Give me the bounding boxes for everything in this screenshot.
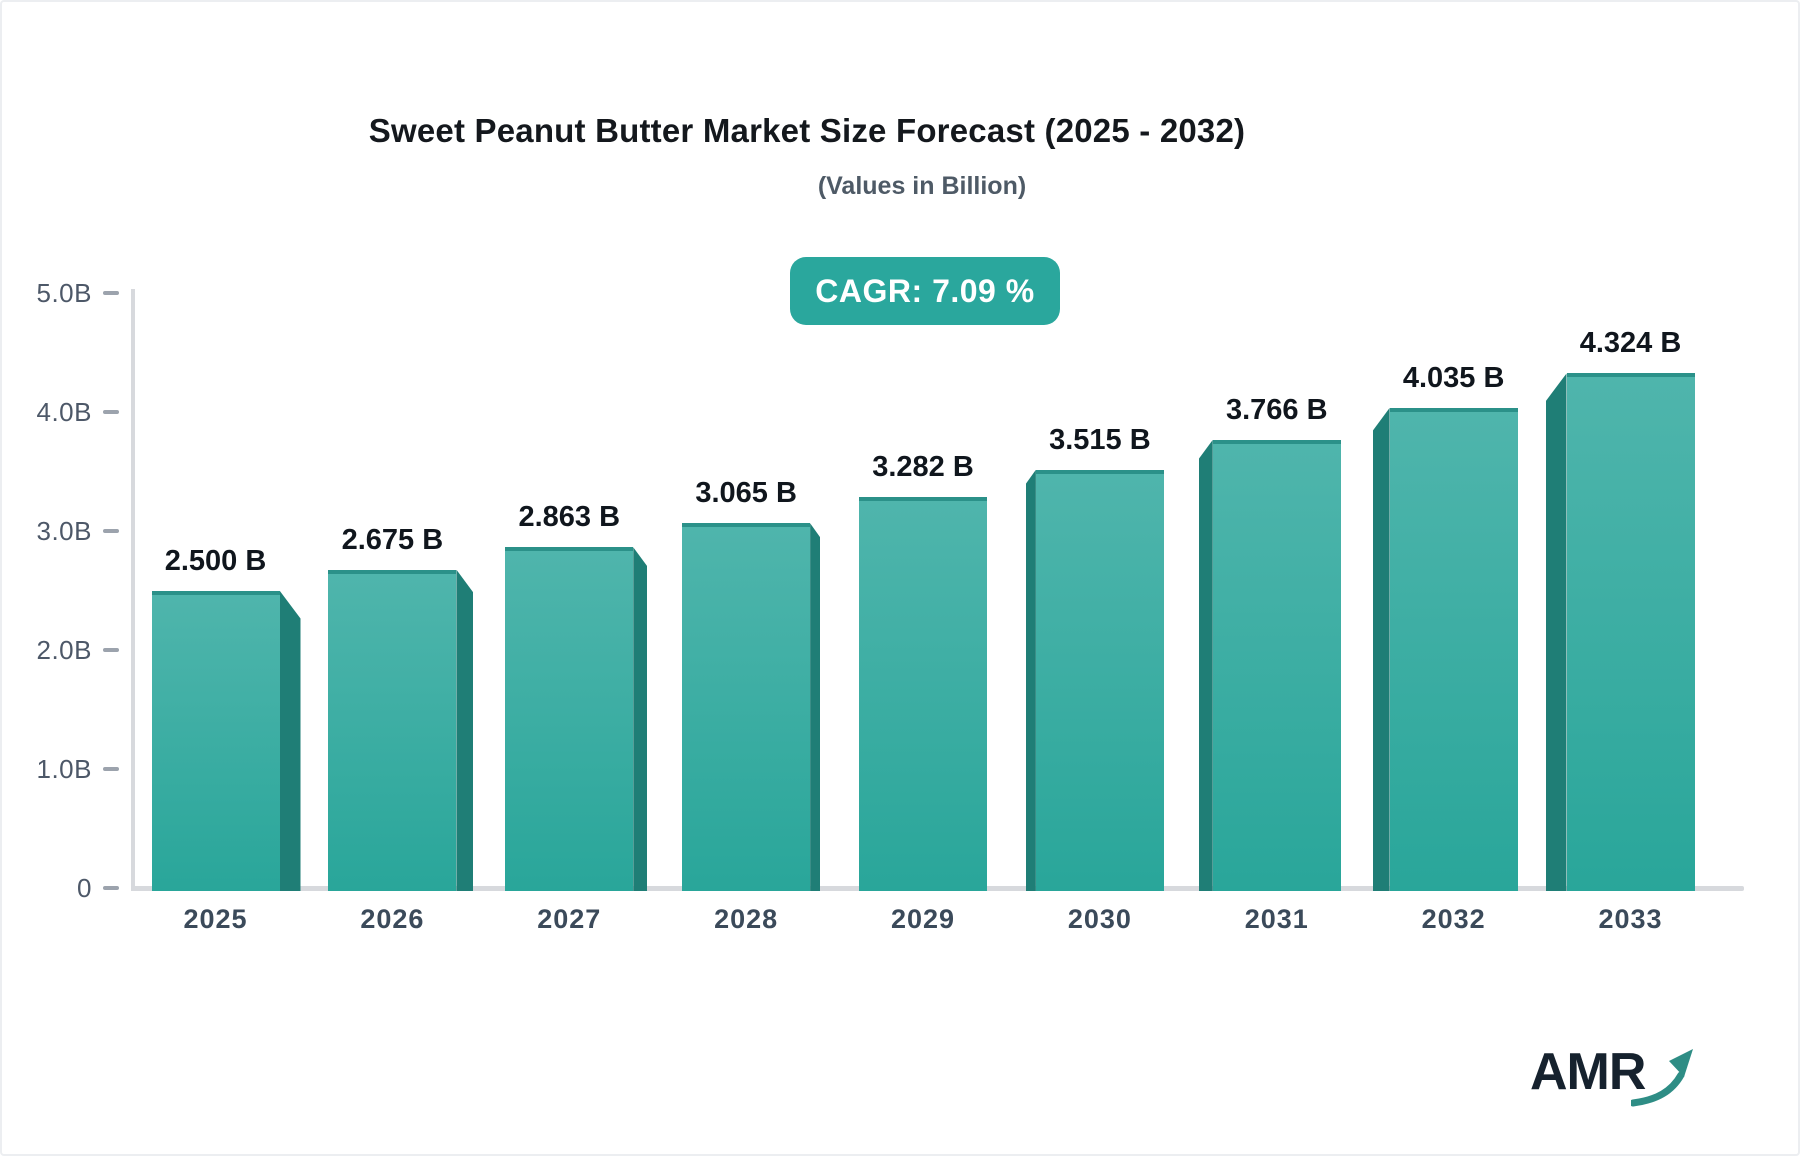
y-tick-dash: [103, 410, 119, 414]
bar-value-label: 2.863 B: [518, 501, 621, 534]
growth-arrow-icon: [1631, 1049, 1694, 1107]
bar-value-label: 3.515 B: [1049, 423, 1151, 456]
cagr-badge: CAGR: 7.09 %: [790, 257, 1060, 325]
bar-side: [633, 547, 648, 891]
x-tick-label: 2025: [183, 904, 248, 934]
x-tick-label: 2030: [1067, 904, 1132, 934]
x-tick-label: 2026: [360, 904, 425, 934]
bar-value-label: 3.282 B: [872, 451, 974, 484]
x-tick-label: 2027: [537, 904, 602, 934]
bar-value-label: 2.675 B: [341, 523, 444, 556]
y-tick-label: 1.0B: [36, 754, 92, 784]
x-tick-label: 2029: [890, 904, 956, 934]
y-axis-line: [131, 289, 135, 891]
bar-face: [1566, 373, 1695, 891]
y-tick-label: 0: [77, 873, 92, 903]
bar-side: [810, 523, 821, 891]
bar-face: [1389, 407, 1518, 891]
x-tick-label: 2032: [1421, 904, 1486, 934]
y-tick-label: 4.0B: [36, 397, 92, 427]
chart-title: Sweet Peanut Butter Market Size Forecast…: [368, 112, 1246, 149]
bar-face: [1035, 469, 1164, 891]
bar-face: [1212, 439, 1341, 891]
bar-face: [151, 590, 280, 891]
bar-face: [328, 569, 457, 891]
bar-value-label: 4.035 B: [1402, 361, 1505, 394]
bar-side: [456, 569, 474, 891]
bar-face: [859, 497, 987, 891]
y-tick-dash: [103, 767, 119, 771]
chart-subtitle: (Values in Billion): [817, 172, 1027, 200]
bar-face: [682, 523, 811, 891]
y-tick-dash: [103, 291, 119, 295]
cagr-badge-label: CAGR: 7.09 %: [815, 272, 1035, 309]
bar-side: [1545, 373, 1567, 891]
y-tick-dash: [103, 886, 119, 890]
y-tick-label: 3.0B: [36, 516, 92, 546]
y-tick-dash: [103, 529, 119, 533]
bar-side: [1198, 439, 1213, 891]
amr-logo: AMR: [1530, 1038, 1694, 1107]
x-tick-label: 2031: [1244, 904, 1309, 934]
bar-value-label: 3.766 B: [1225, 393, 1328, 426]
x-tick-label: 2028: [714, 904, 779, 934]
y-tick-dash: [103, 648, 119, 652]
bar-side: [1025, 469, 1036, 891]
x-tick-label: 2033: [1598, 904, 1663, 934]
bar-value-label: 2.500 B: [164, 544, 267, 577]
y-tick-label: 2.0B: [36, 635, 92, 665]
bar-side: [1372, 407, 1390, 891]
bar-side: [279, 590, 301, 891]
bar-face: [505, 547, 634, 891]
amr-logo-text: AMR: [1530, 1043, 1646, 1101]
y-tick-label: 5.0B: [36, 278, 92, 308]
bar-value-label: 4.324 B: [1579, 327, 1682, 360]
bar-value-label: 3.065 B: [695, 477, 797, 510]
